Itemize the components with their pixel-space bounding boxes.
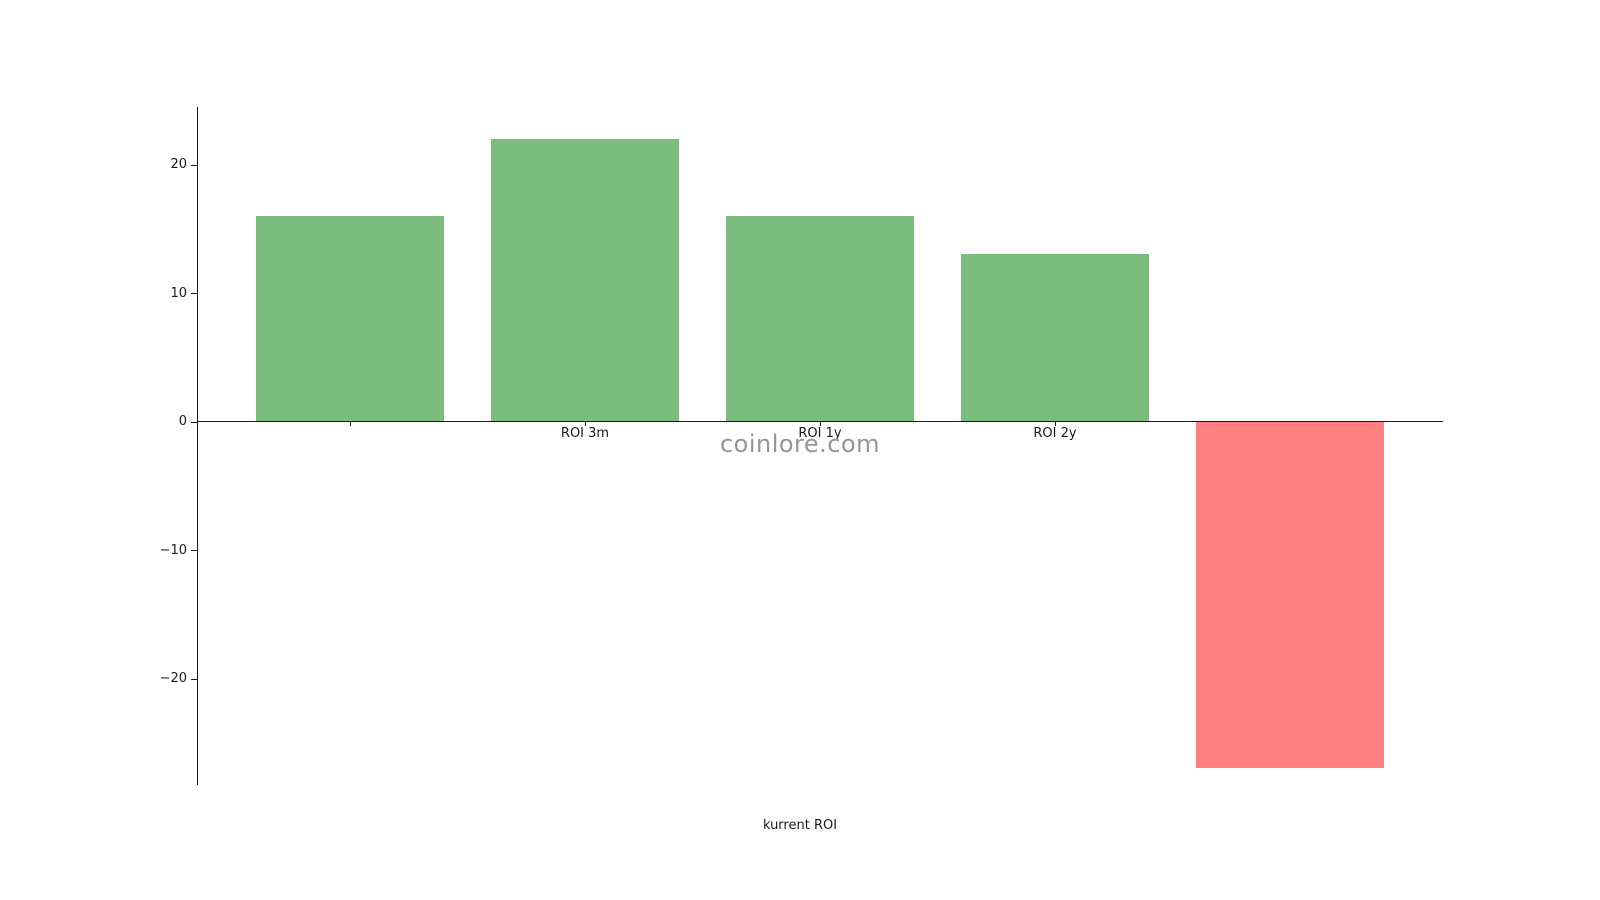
y-tick-mark-0 xyxy=(191,421,197,423)
watermark: coinlore.com xyxy=(719,430,881,458)
x-tick-label-roi-2y: ROI 2y xyxy=(1033,426,1077,441)
y-tick-mark--10 xyxy=(191,550,197,551)
bar-roi-2y xyxy=(961,254,1149,422)
x-tick-mark-roi-1y xyxy=(820,422,821,426)
y-axis-spine xyxy=(197,107,198,785)
x-axis-line xyxy=(197,421,1443,422)
bar-bar-5 xyxy=(1196,421,1384,769)
bar-roi-1y xyxy=(726,215,914,422)
y-tick-mark-20 xyxy=(191,164,197,166)
x-tick-label-roi-3m: ROI 3m xyxy=(560,426,610,441)
y-tick-label--10: −10 xyxy=(159,542,187,558)
bar-bar-1 xyxy=(256,215,444,422)
x-tick-mark-1 xyxy=(350,422,351,426)
y-tick-label-0: 0 xyxy=(178,414,187,429)
x-tick-mark-roi-3m xyxy=(585,422,586,426)
y-tick-label--20: −20 xyxy=(159,671,187,686)
y-tick-label-20: 20 xyxy=(170,157,187,172)
y-tick-mark--20 xyxy=(191,678,197,680)
y-tick-mark-10 xyxy=(191,293,197,294)
y-tick-label-10: 10 xyxy=(170,285,187,301)
x-axis-title: kurrent ROI xyxy=(762,818,838,833)
bar-roi-3m xyxy=(491,138,679,422)
x-tick-label-roi-1y: ROI 1y xyxy=(798,426,842,441)
x-tick-mark-roi-2y xyxy=(1055,422,1056,426)
